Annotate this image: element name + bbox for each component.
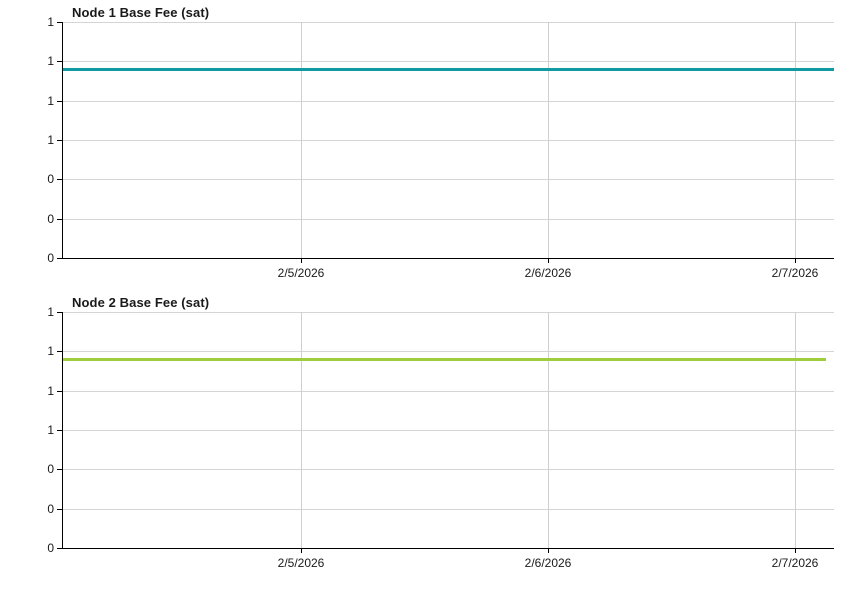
x-tick-label: 2/7/2026 bbox=[771, 556, 819, 570]
y-tick-mark bbox=[57, 140, 62, 141]
series-line-node-1 bbox=[62, 68, 834, 71]
y-tick-label: 1 bbox=[47, 344, 54, 358]
x-tick-mark bbox=[548, 258, 549, 263]
gridline-horizontal bbox=[62, 61, 834, 62]
y-tick-label: 1 bbox=[47, 133, 54, 147]
y-tick-label: 1 bbox=[47, 54, 54, 68]
y-tick-mark bbox=[57, 312, 62, 313]
x-tick-mark bbox=[548, 548, 549, 553]
chart-title-node-1: Node 1 Base Fee (sat) bbox=[72, 5, 210, 20]
x-tick-mark bbox=[301, 258, 302, 263]
plot-area-node-2: 1 1 1 1 0 0 0 2/5/2026 bbox=[47, 305, 834, 570]
gridline-horizontal bbox=[62, 219, 834, 220]
chart-title-node-2: Node 2 Base Fee (sat) bbox=[72, 295, 210, 310]
gridline-horizontal bbox=[62, 391, 834, 392]
gridline-horizontal bbox=[62, 469, 834, 470]
x-tick-label: 2/5/2026 bbox=[277, 266, 325, 280]
y-tick-label: 1 bbox=[47, 15, 54, 29]
gridline-vertical bbox=[548, 22, 549, 258]
y-tick-mark bbox=[57, 351, 62, 352]
x-tick-label: 2/6/2026 bbox=[524, 556, 572, 570]
gridline-vertical bbox=[795, 312, 796, 548]
y-tick-mark bbox=[57, 61, 62, 62]
y-tick-mark bbox=[57, 258, 62, 259]
y-tick-mark bbox=[57, 469, 62, 470]
y-tick-mark bbox=[57, 101, 62, 102]
y-tick-label: 0 bbox=[47, 172, 54, 186]
x-tick-label: 2/7/2026 bbox=[771, 266, 819, 280]
y-tick-mark bbox=[57, 391, 62, 392]
gridline-horizontal bbox=[62, 430, 834, 431]
chart-panel-node-1: Node 1 Base Fee (sat) bbox=[0, 0, 860, 290]
gridline-horizontal bbox=[62, 509, 834, 510]
gridline-horizontal bbox=[62, 101, 834, 102]
y-axis-line-node-2 bbox=[62, 312, 63, 548]
y-tick-label: 0 bbox=[47, 462, 54, 476]
x-axis-line-node-2 bbox=[62, 548, 834, 549]
gridline-vertical bbox=[548, 312, 549, 548]
y-axis-line-node-1 bbox=[62, 22, 63, 258]
gridline-horizontal bbox=[62, 312, 834, 313]
plot-area-node-1: 1 1 1 1 0 0 0 2/5/2026 bbox=[47, 15, 834, 280]
y-tick-label: 0 bbox=[47, 502, 54, 516]
y-tick-label: 1 bbox=[47, 94, 54, 108]
y-tick-mark bbox=[57, 548, 62, 549]
y-tick-mark bbox=[57, 22, 62, 23]
y-tick-label: 0 bbox=[47, 212, 54, 226]
gridline-vertical bbox=[301, 22, 302, 258]
gridline-vertical bbox=[301, 312, 302, 548]
x-tick-label: 2/6/2026 bbox=[524, 266, 572, 280]
gridline-vertical bbox=[795, 22, 796, 258]
x-tick-mark bbox=[795, 258, 796, 263]
y-tick-mark bbox=[57, 219, 62, 220]
x-tick-label: 2/5/2026 bbox=[277, 556, 325, 570]
y-tick-label: 1 bbox=[47, 305, 54, 319]
x-axis-line-node-1 bbox=[62, 258, 834, 259]
y-tick-label: 1 bbox=[47, 384, 54, 398]
y-tick-mark bbox=[57, 179, 62, 180]
gridline-horizontal bbox=[62, 140, 834, 141]
x-tick-mark bbox=[301, 548, 302, 553]
gridline-horizontal bbox=[62, 22, 834, 23]
y-tick-mark bbox=[57, 509, 62, 510]
chart-panel-node-2: Node 2 Base Fee (sat) bbox=[0, 290, 860, 580]
y-tick-label: 0 bbox=[47, 541, 54, 555]
y-tick-mark bbox=[57, 430, 62, 431]
x-tick-mark bbox=[795, 548, 796, 553]
series-line-node-2 bbox=[62, 358, 826, 361]
y-tick-label: 1 bbox=[47, 423, 54, 437]
y-tick-label: 0 bbox=[47, 251, 54, 265]
gridline-horizontal bbox=[62, 179, 834, 180]
gridline-horizontal bbox=[62, 351, 834, 352]
